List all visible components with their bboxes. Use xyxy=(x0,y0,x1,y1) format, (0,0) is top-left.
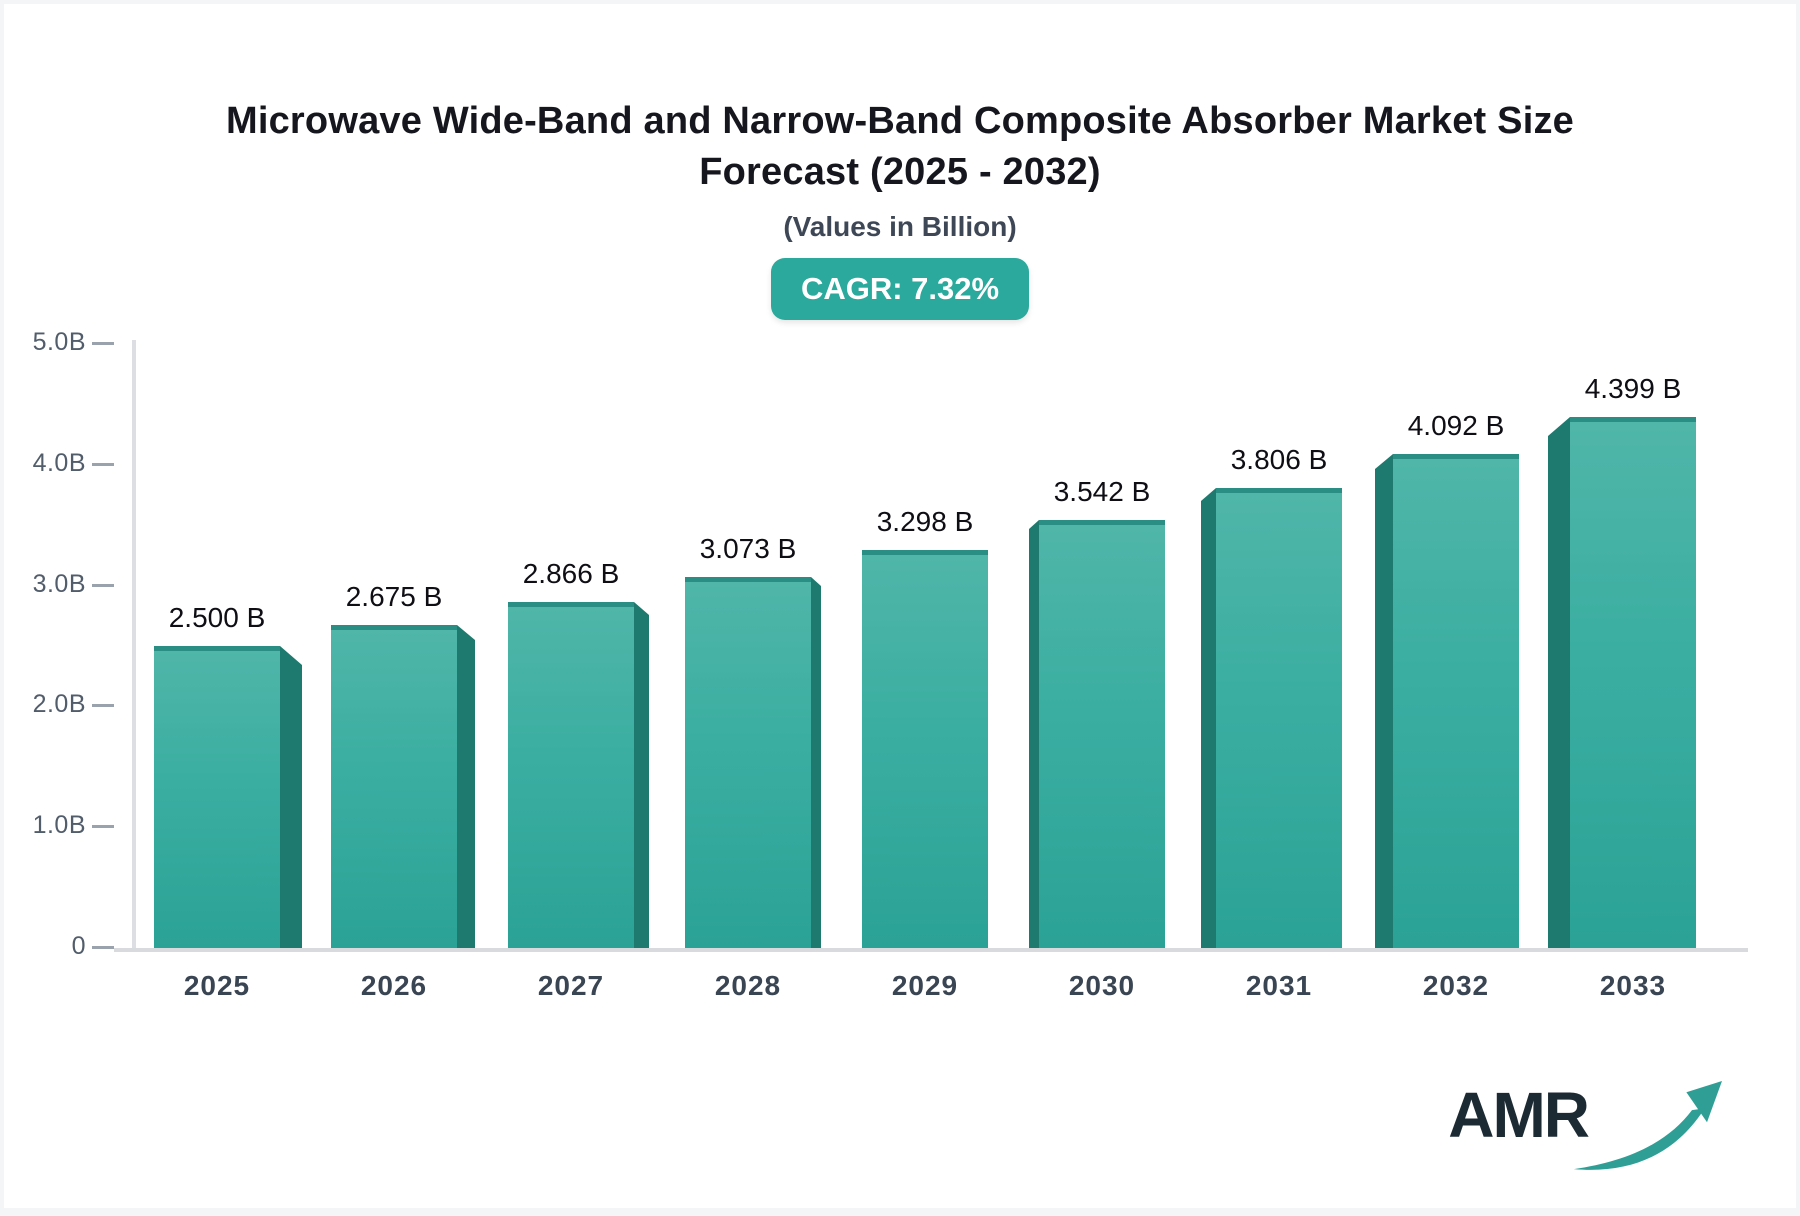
x-axis-tick-label: 2033 xyxy=(1599,970,1667,1001)
y-axis-tick-dash xyxy=(92,583,114,587)
y-axis-tick-label: 3.0B xyxy=(32,569,86,598)
bar-value-label: 3.806 B xyxy=(1230,444,1328,475)
growth-arrow-icon xyxy=(1573,1081,1722,1170)
bar-3d-side xyxy=(280,646,302,948)
bar-3d-side xyxy=(1201,488,1216,948)
y-axis-line xyxy=(132,340,136,952)
chart-subtitle: (Values in Billion) xyxy=(783,211,1017,242)
bar-top-edge xyxy=(685,577,811,582)
x-axis-line xyxy=(114,948,1748,952)
y-axis-tick-dash xyxy=(92,462,114,466)
y-axis-tick-dash xyxy=(92,342,114,345)
y-axis-tick-label: 2.0B xyxy=(32,690,86,719)
bar xyxy=(1039,520,1165,948)
bar-top-edge xyxy=(1570,417,1696,422)
y-axis-tick-dash xyxy=(92,704,114,708)
chart-header: Microwave Wide-Band and Narrow-Band Comp… xyxy=(4,96,1796,320)
bar-top-edge xyxy=(1039,520,1165,525)
x-axis-tick-label: 2029 xyxy=(891,970,959,1001)
x-axis-tick-label: 2026 xyxy=(360,970,428,1001)
x-axis-tick-label: 2027 xyxy=(537,970,605,1001)
bar-value-label: 3.073 B xyxy=(699,533,797,564)
y-axis-tick-label: 0 xyxy=(71,932,86,960)
y-axis-tick-label: 1.0B xyxy=(32,811,86,840)
x-axis-tick-label: 2028 xyxy=(714,970,782,1001)
bar-top-edge xyxy=(508,602,634,607)
bar-value-label: 4.092 B xyxy=(1407,410,1505,441)
x-axis-tick-label: 2032 xyxy=(1422,970,1490,1001)
y-axis-tick-label: 4.0B xyxy=(32,448,86,477)
x-axis-tick-label: 2030 xyxy=(1068,970,1136,1001)
amr-logo-text: AMR xyxy=(1448,1079,1590,1151)
bar-3d-side xyxy=(811,577,821,948)
x-axis-tick-label: 2025 xyxy=(183,970,251,1001)
chart-title: Microwave Wide-Band and Narrow-Band Comp… xyxy=(225,100,1575,193)
bar-value-label: 3.542 B xyxy=(1053,476,1151,507)
bar-value-label: 2.675 B xyxy=(345,581,443,612)
bar xyxy=(862,550,988,948)
bar-top-edge xyxy=(331,625,457,630)
bar-3d-side xyxy=(1375,454,1393,948)
bar xyxy=(154,646,280,948)
bar-value-label: 2.866 B xyxy=(522,558,620,589)
bar-3d-side xyxy=(457,625,475,948)
y-axis-tick-dash xyxy=(92,946,114,949)
bar xyxy=(685,577,811,948)
bar-chart-plot-area: 5.0B 4.0B 3.0B 2.0B 1.0B 0 2.500 B 2025 2.675 B 2… xyxy=(4,4,1800,1216)
bar-3d-side xyxy=(1029,520,1039,948)
bar-top-edge xyxy=(1393,454,1519,459)
bar-top-edge xyxy=(862,550,988,555)
bar xyxy=(508,602,634,948)
cagr-badge: CAGR: 7.32% xyxy=(770,258,1030,320)
bar-value-label: 2.500 B xyxy=(168,602,266,633)
bar-top-edge xyxy=(154,646,280,651)
y-axis-tick-label: 5.0B xyxy=(32,328,86,356)
amr-logo: AMR xyxy=(1448,1070,1722,1176)
chart-card: Microwave Wide-Band and Narrow-Band Comp… xyxy=(4,4,1796,1208)
bar xyxy=(1393,454,1519,948)
x-axis-tick-label: 2031 xyxy=(1245,970,1313,1001)
y-axis-tick-dash xyxy=(92,825,114,829)
bar-value-label: 4.399 B xyxy=(1584,373,1682,404)
bar-top-edge xyxy=(1216,488,1342,493)
bar-value-label: 3.298 B xyxy=(876,506,974,537)
bar xyxy=(331,625,457,948)
bar-3d-side xyxy=(1548,417,1570,948)
bar-3d-side xyxy=(634,602,649,948)
bar xyxy=(1216,488,1342,948)
bar xyxy=(1570,417,1696,948)
